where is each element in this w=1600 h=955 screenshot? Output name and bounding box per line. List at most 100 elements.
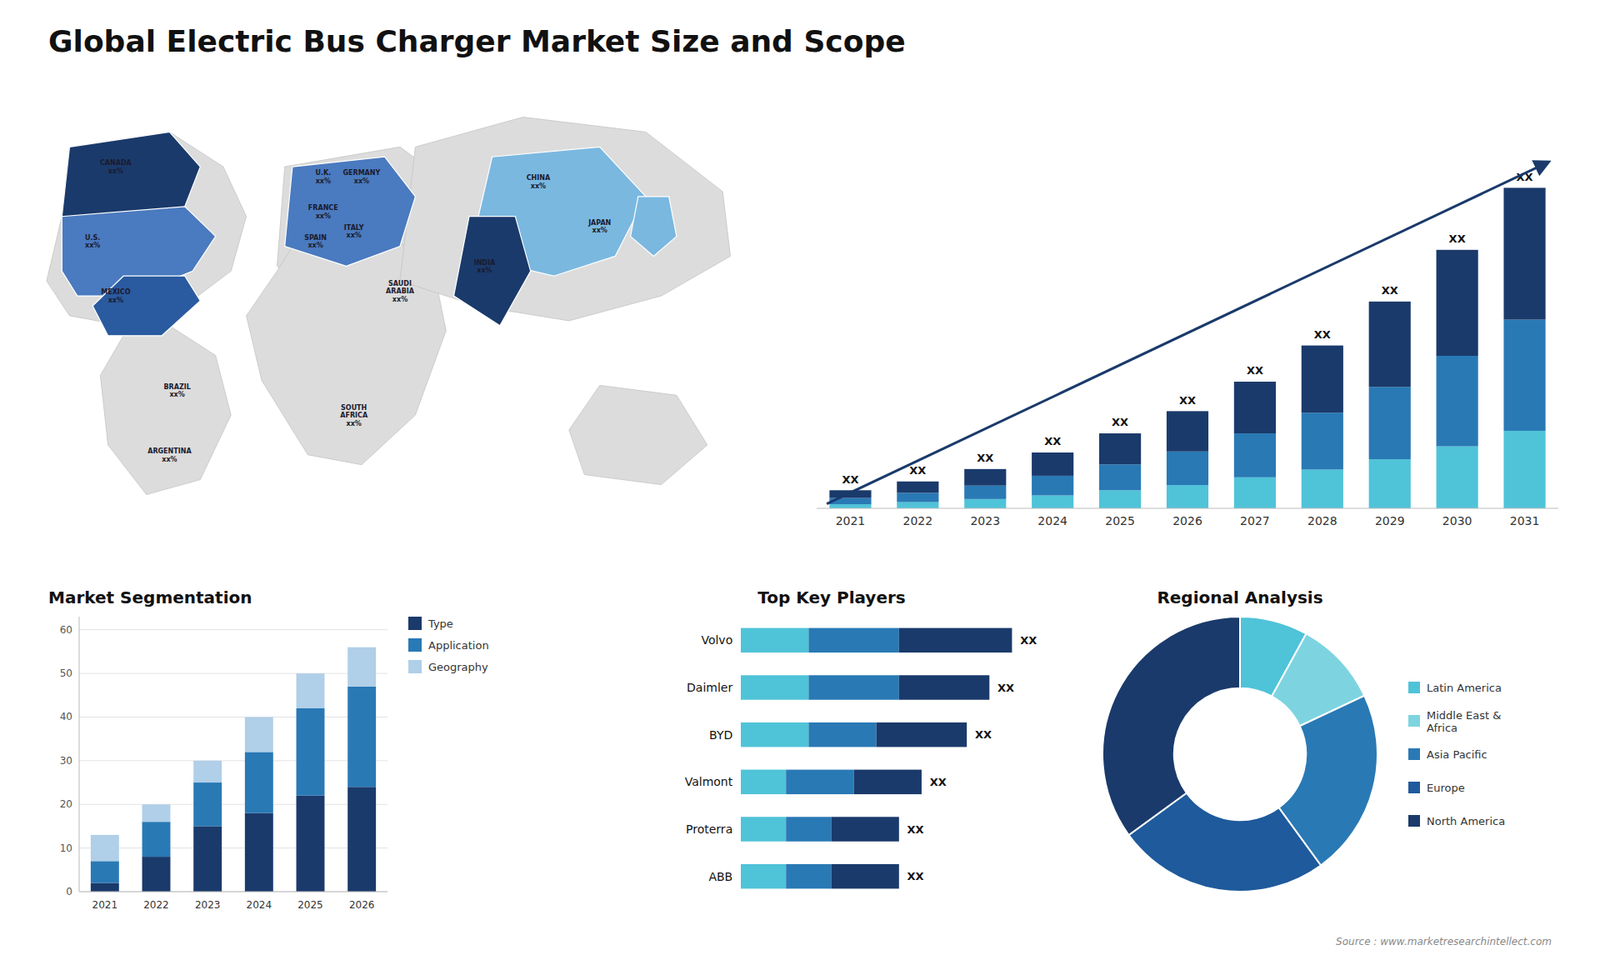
bar-segment bbox=[1099, 433, 1141, 465]
text-line: SOUTH bbox=[340, 403, 367, 411]
bar-segment bbox=[899, 628, 1013, 653]
bar-segment bbox=[1436, 446, 1479, 509]
map-label: SPAINxx% bbox=[304, 233, 327, 250]
text-line: AFRICA bbox=[340, 411, 369, 420]
x-tick-label: 2025 bbox=[1105, 514, 1135, 528]
bar-segment bbox=[1503, 320, 1545, 431]
text-line: MEXICO bbox=[100, 288, 130, 296]
x-tick-label: 2025 bbox=[297, 899, 324, 911]
bar-segment bbox=[1436, 250, 1479, 356]
page: Global Electric Bus Charger Market Size … bbox=[0, 0, 1600, 955]
bar-segment bbox=[347, 647, 376, 687]
continent bbox=[100, 325, 231, 495]
text-line: xx% bbox=[108, 295, 124, 304]
bar-segment bbox=[90, 835, 120, 861]
bar-top-label: XX bbox=[1314, 328, 1331, 341]
bar-segment bbox=[964, 485, 1006, 500]
bar-segment bbox=[1301, 469, 1344, 509]
map-label: U.K.xx% bbox=[315, 169, 331, 185]
map-label: BRAZILxx% bbox=[163, 382, 190, 399]
text-line: xx% bbox=[161, 455, 177, 463]
text-line: Latin America bbox=[1426, 681, 1502, 695]
text-line: xx% bbox=[346, 231, 362, 240]
country-highlight bbox=[92, 275, 200, 336]
text-line: JAPAN bbox=[587, 218, 611, 226]
grid-line bbox=[79, 716, 388, 718]
bar-segment bbox=[785, 770, 854, 795]
text-line: U.K. bbox=[315, 169, 331, 177]
legend-label: North America bbox=[1426, 815, 1505, 828]
x-tick-label: 2022 bbox=[903, 514, 934, 528]
x-tick-label: 2029 bbox=[1375, 514, 1405, 528]
bar-segment bbox=[1234, 433, 1276, 478]
bar-segment bbox=[142, 804, 171, 822]
map-label: ARGENTINAxx% bbox=[147, 447, 192, 464]
bar-segment bbox=[1234, 477, 1276, 509]
y-tick-label: 30 bbox=[60, 755, 73, 767]
legend-swatch bbox=[408, 660, 422, 674]
segmentation-chart: Market Segmentation010203040506020212022… bbox=[48, 587, 490, 911]
bar-segment bbox=[347, 686, 376, 787]
y-tick-label: ABB bbox=[708, 870, 733, 884]
bar-segment bbox=[876, 722, 967, 747]
bar-segment bbox=[740, 628, 809, 653]
text-line: xx% bbox=[169, 390, 185, 399]
map-label: CHINAxx% bbox=[526, 174, 551, 190]
bar-segment bbox=[740, 816, 786, 841]
map-label: GERMANYxx% bbox=[342, 169, 380, 185]
bar-segment bbox=[90, 883, 120, 892]
text-line: xx% bbox=[85, 241, 100, 250]
legend-label: Middle East &Africa bbox=[1426, 708, 1501, 734]
bar-segment bbox=[896, 492, 939, 502]
bar-segment bbox=[1503, 430, 1545, 509]
bars bbox=[829, 187, 1545, 509]
bar-top-label: XX bbox=[909, 464, 926, 477]
chart-title: Market Segmentation bbox=[48, 587, 253, 608]
legend-label: Application bbox=[428, 639, 490, 652]
continent bbox=[569, 385, 708, 485]
text-line: GERMANY bbox=[342, 169, 380, 177]
bar-segment bbox=[347, 786, 376, 892]
bar-segment bbox=[1099, 464, 1141, 490]
bar-top-label: XX bbox=[1111, 415, 1129, 429]
bar-segment bbox=[808, 628, 899, 653]
players-chart: Top Key PlayersVolvoXXDaimlerXXBYDXXValm… bbox=[685, 587, 1038, 889]
y-tick-label: 0 bbox=[65, 885, 73, 898]
bar-segment bbox=[1369, 386, 1411, 460]
bar-segment bbox=[245, 751, 274, 813]
legend-swatch bbox=[1408, 681, 1420, 694]
bar-segment bbox=[964, 469, 1006, 486]
bar-segment bbox=[1369, 301, 1411, 387]
bars bbox=[90, 647, 376, 892]
bar-segment bbox=[740, 675, 809, 700]
bar-segment bbox=[296, 795, 325, 892]
bar-segment bbox=[829, 504, 871, 509]
y-axis-line bbox=[79, 616, 80, 892]
text-line: SAUDI bbox=[388, 279, 412, 287]
x-tick-label: 2021 bbox=[835, 514, 866, 528]
bar-segment bbox=[785, 816, 831, 841]
bar-segment bbox=[964, 499, 1006, 509]
legend-swatch bbox=[1408, 781, 1420, 794]
bar-segment bbox=[896, 481, 939, 494]
bar-end-label: XX bbox=[907, 823, 925, 836]
bar-segment bbox=[1031, 495, 1074, 509]
y-tick-label: 10 bbox=[60, 842, 73, 855]
legend: Latin America Middle East &Africa Asia Pac… bbox=[1408, 681, 1505, 828]
bar-segment bbox=[1503, 187, 1545, 320]
y-tick-label: BYD bbox=[709, 728, 733, 742]
x-axis-line bbox=[79, 891, 388, 893]
bar-segment bbox=[1031, 452, 1074, 476]
legend-swatch bbox=[408, 638, 422, 652]
legend-swatch bbox=[408, 616, 422, 630]
bar-segment bbox=[899, 675, 990, 700]
bar-segment bbox=[193, 825, 222, 892]
legend-label: Geography bbox=[428, 660, 489, 674]
x-tick-label: 2024 bbox=[1037, 514, 1068, 528]
legend-label: Asia Pacific bbox=[1426, 748, 1488, 761]
legend-swatch bbox=[1408, 815, 1420, 827]
map-label: SAUDIARABIAxx% bbox=[385, 279, 415, 303]
y-tick-label: 40 bbox=[60, 710, 73, 723]
bar-segment bbox=[785, 864, 831, 889]
text-line: xx% bbox=[392, 295, 408, 303]
